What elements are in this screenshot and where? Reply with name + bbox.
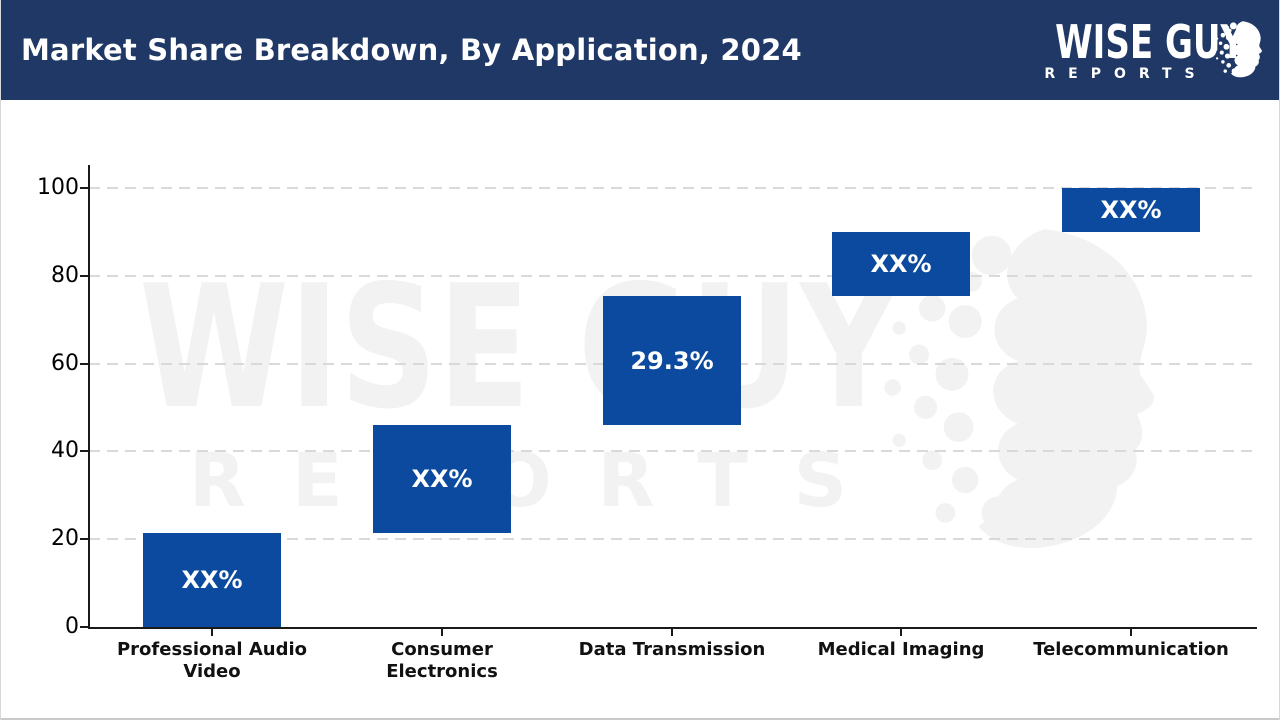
chart-title: Market Share Breakdown, By Application, … (21, 33, 802, 67)
x-tick (671, 629, 673, 636)
category-label-line: Professional Audio (116, 639, 307, 660)
y-tick (80, 450, 88, 453)
x-tick (1130, 629, 1132, 636)
header-bar: Market Share Breakdown, By Application, … (1, 0, 1279, 100)
x-axis (88, 627, 1257, 629)
y-tick-label: 100 (37, 175, 79, 200)
category-label-line: Telecommunication (1033, 639, 1229, 660)
category-label-line: Electronics (386, 661, 498, 682)
bar-value-label: XX% (181, 565, 243, 594)
watermark-head-icon (853, 208, 1183, 600)
y-tick (80, 538, 88, 541)
watermark-reports-text: REPORTS (189, 438, 894, 524)
wiseguy-logo: WISE GUY REPORTS (1032, 6, 1267, 96)
y-tick-label: 80 (51, 262, 79, 288)
y-tick (80, 187, 88, 189)
y-tick-label: 20 (51, 526, 79, 552)
category-label: Medical Imaging (781, 639, 1021, 661)
logo-head-icon (1209, 10, 1267, 94)
logo-reports-text: REPORTS (1044, 66, 1208, 82)
category-label-line: Video (183, 661, 241, 682)
y-axis (88, 165, 90, 629)
y-tick-label: 60 (51, 350, 79, 376)
x-tick (441, 629, 443, 636)
logo-brand-text: WISE GUY (1055, 15, 1246, 69)
logo-text-block: WISE GUY REPORTS (1032, 15, 1246, 82)
category-label: Professional Audio Video (92, 639, 332, 683)
watermark-brand-text: WISE GUY (139, 249, 899, 447)
category-label-line: Data Transmission (578, 639, 766, 660)
y-tick (80, 274, 88, 277)
bottom-border (1, 718, 1279, 720)
category-label-line: Medical Imaging (817, 639, 985, 660)
x-tick (211, 629, 213, 636)
y-tick (80, 362, 88, 365)
gridline (89, 187, 1257, 189)
y-tick-label: 40 (51, 438, 79, 464)
y-tick-label: 0 (65, 614, 79, 639)
category-label: Consumer Electronics (322, 639, 562, 683)
category-label: Data Transmission (552, 639, 792, 661)
category-label-line: Consumer (391, 639, 493, 660)
x-tick (900, 629, 902, 636)
bar: XX% (143, 532, 281, 627)
category-label: Telecommunication (1011, 639, 1251, 661)
y-tick (80, 626, 88, 628)
